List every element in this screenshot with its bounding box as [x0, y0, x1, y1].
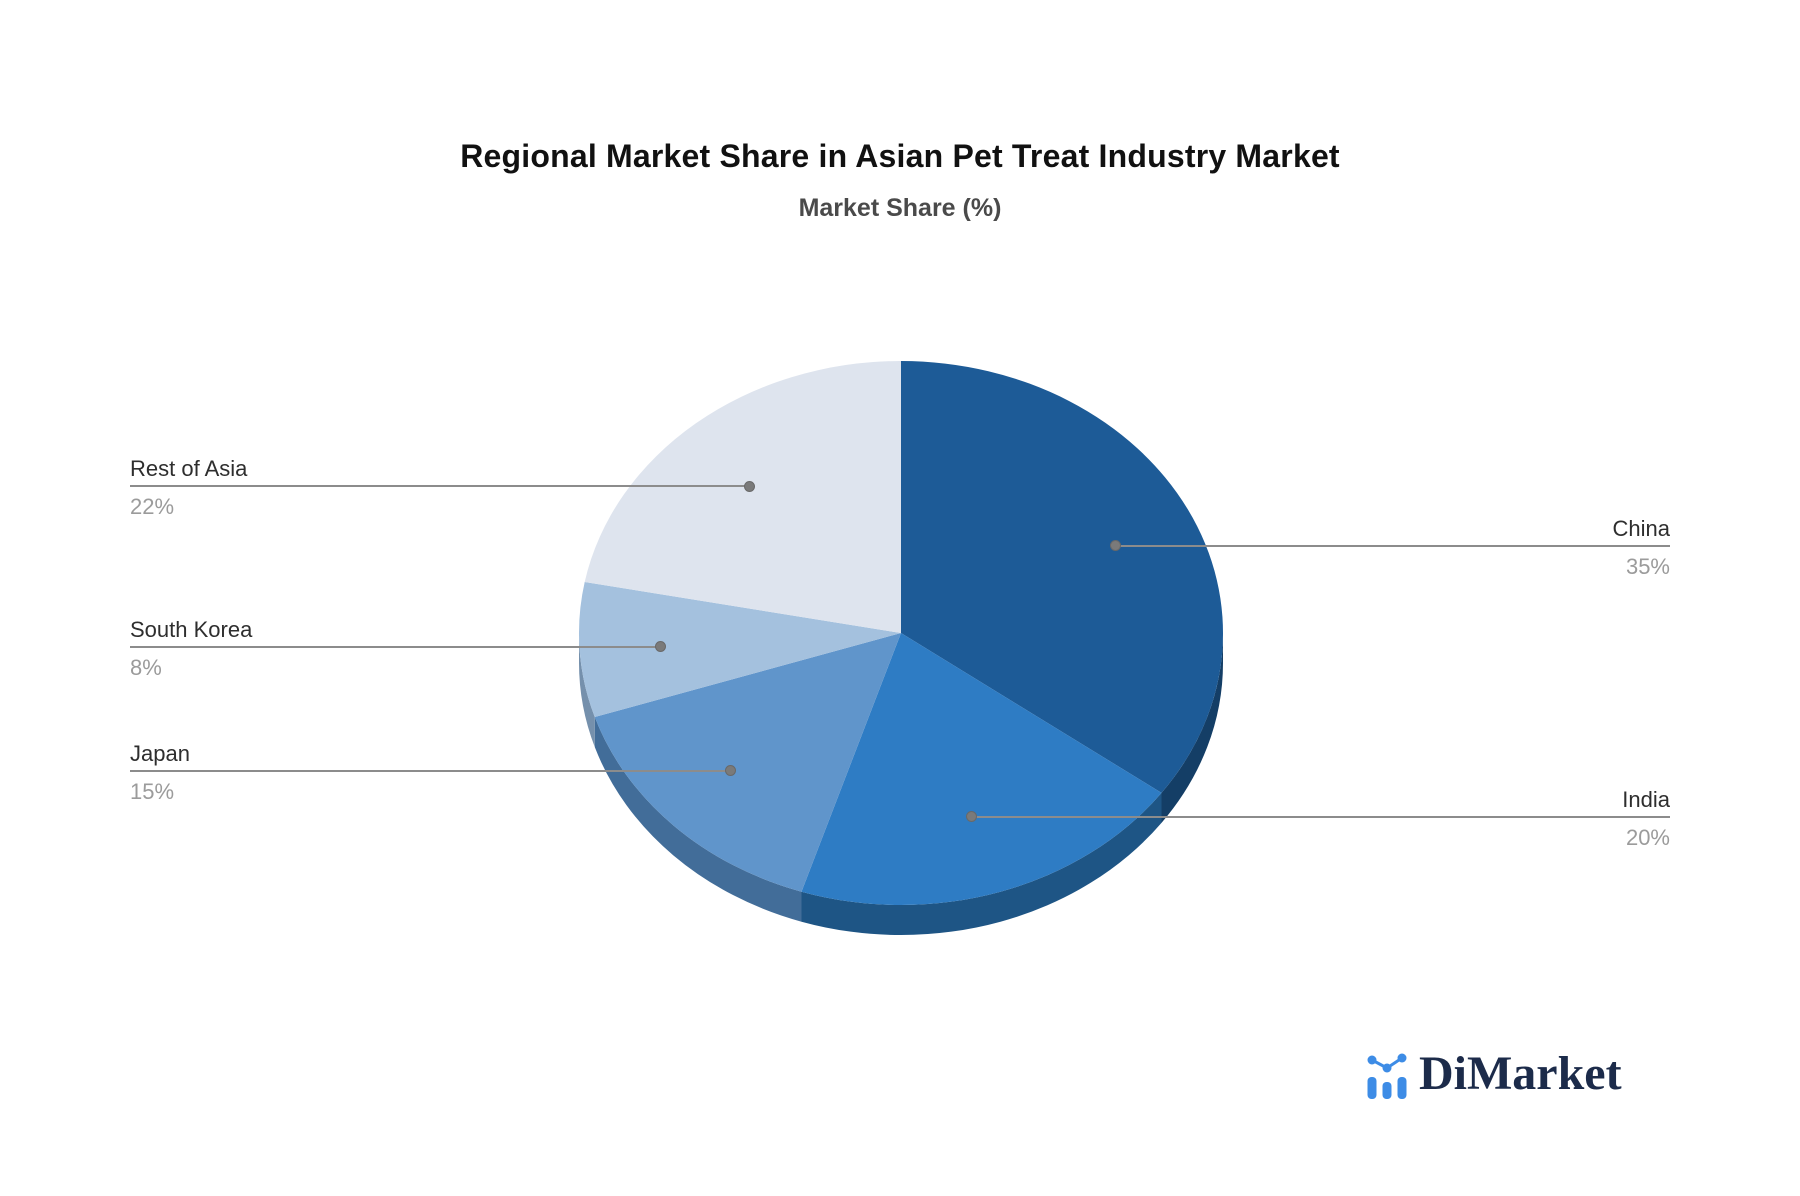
pie-slice-japan[interactable]	[594, 633, 901, 892]
leader-dot-south-korea	[655, 641, 666, 652]
label-south-korea-name: South Korea	[130, 617, 253, 642]
label-south-korea-value: 8%	[130, 655, 162, 680]
chart-subtitle: Market Share (%)	[798, 194, 1002, 222]
pie-rim-south-korea[interactable]	[579, 633, 595, 748]
leader-dot-rest-of-asia	[744, 481, 755, 492]
leader-dot-japan	[725, 765, 736, 776]
leader-line-rest-of-asia	[130, 485, 749, 487]
pie-slice-china[interactable]	[901, 361, 1223, 793]
leader-dot-india	[966, 811, 977, 822]
bar-line-chart-icon	[1367, 1053, 1407, 1099]
pie-slice-south-korea[interactable]	[578, 582, 901, 718]
logo-text: DiMarket	[1419, 1047, 1622, 1100]
leader-line-south-korea	[130, 646, 661, 648]
chart-title: Regional Market Share in Asian Pet Treat…	[460, 138, 1340, 174]
label-rest-of-asia-name: Rest of Asia	[130, 456, 248, 481]
label-india-name: India	[1622, 787, 1670, 812]
label-rest-of-asia-value: 22%	[130, 494, 175, 519]
leader-line-china	[1116, 545, 1670, 547]
pie-slice-rest-of-asia[interactable]	[584, 361, 901, 633]
leader-dot-china	[1110, 540, 1121, 551]
pie-rim-india[interactable]	[801, 792, 1162, 936]
label-india-value: 20%	[1625, 825, 1670, 850]
label-china-name: China	[1612, 516, 1670, 541]
leader-line-india	[972, 816, 1670, 818]
label-japan-name: Japan	[130, 741, 190, 766]
label-china-value: 35%	[1625, 554, 1670, 579]
pie-slice-india[interactable]	[801, 633, 1162, 906]
leader-line-japan	[130, 770, 731, 772]
dimarket-logo: DiMarket	[1363, 1040, 1622, 1100]
label-japan-value: 15%	[130, 779, 175, 804]
pie-rim-japan[interactable]	[594, 717, 802, 922]
pie-rim-china[interactable]	[1161, 633, 1224, 823]
